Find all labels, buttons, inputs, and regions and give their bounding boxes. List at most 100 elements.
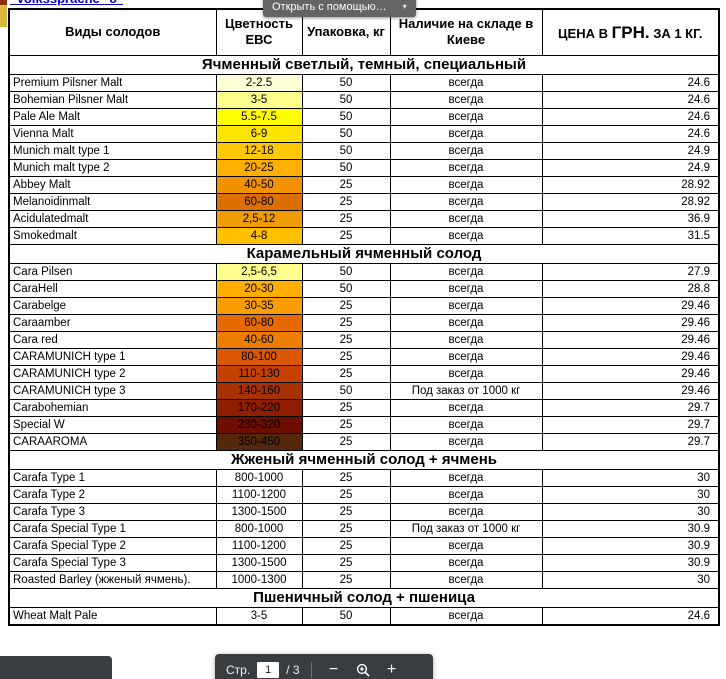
header-price-grn: ГРН.: [611, 22, 650, 42]
table-row: Bohemian Pilsner Malt 3-5 50 всегда 24.6: [8, 90, 720, 109]
malt-name-cell: Cara Pilsen: [8, 262, 217, 281]
table-row: Carafa Special Type 3 1300-1500 25 всегда 30…: [8, 553, 720, 572]
malt-name-cell: Cara red: [8, 330, 217, 349]
zoom-in-button[interactable]: +: [381, 660, 403, 679]
ebc-cell: 1100-1200: [215, 485, 303, 504]
ebc-cell: 280-320: [215, 415, 303, 434]
ebc-cell: 20-25: [215, 158, 303, 177]
price-cell: 29.46: [541, 313, 720, 332]
malt-name-cell: Carafa Special Type 2: [8, 536, 217, 555]
table-row: Roasted Barley (жженый ячмень). 1000-1300…: [8, 570, 720, 589]
malt-name-cell: Bohemian Pilsner Malt: [8, 90, 217, 109]
price-cell: 36.9: [541, 209, 720, 228]
pack-cell: 50: [301, 141, 391, 160]
stock-cell: всегда: [389, 502, 543, 521]
section-header-row: Пшеничный солод + пшеница: [8, 587, 720, 608]
pack-cell: 25: [301, 313, 391, 332]
bottom-left-button[interactable]: [0, 656, 112, 679]
stock-cell: всегда: [389, 73, 543, 92]
page-label: Стр.: [226, 663, 251, 677]
malt-name-cell: CaraHell: [8, 279, 217, 298]
top-link[interactable]: "Volkssprache" 8": [10, 0, 123, 6]
price-cell: 30.9: [541, 536, 720, 555]
table-row: Carafa Special Type 2 1100-1200 25 всегда 30…: [8, 536, 720, 555]
price-cell: 24.6: [541, 73, 720, 92]
malt-name-cell: Carafa Special Type 3: [8, 553, 217, 572]
stock-cell: Под заказ от 1000 кг: [389, 519, 543, 538]
malt-name-cell: Carafa Type 1: [8, 468, 217, 487]
pack-cell: 25: [301, 415, 391, 434]
malt-name-cell: Carafa Special Type 1: [8, 519, 217, 538]
left-edge-strip: [0, 0, 7, 27]
stock-cell: всегда: [389, 570, 543, 589]
ebc-cell: 60-80: [215, 192, 303, 211]
price-cell: 29.7: [541, 432, 720, 451]
toolbar-divider: [310, 662, 312, 678]
chevron-down-icon[interactable]: ▾: [402, 2, 407, 11]
price-cell: 29.46: [541, 381, 720, 400]
header-price-post: ЗА 1 КГ.: [649, 25, 703, 41]
malt-name-cell: Smokedmalt: [8, 226, 217, 245]
table-row: Carafa Type 1 800-1000 25 всегда 30: [8, 468, 720, 487]
zoom-out-button[interactable]: −: [323, 660, 345, 679]
ebc-cell: 2,5-12: [215, 209, 303, 228]
table-row: CARAMUNICH type 1 80-100 25 всегда 29.46: [8, 347, 720, 366]
price-cell: 24.6: [541, 90, 720, 109]
table-row: Carafa Type 2 1100-1200 25 всегда 30: [8, 485, 720, 504]
ebc-cell: 1300-1500: [215, 502, 303, 521]
ebc-cell: 3-5: [215, 90, 303, 109]
open-with-tooltip[interactable]: Открыть с помощью… ▾: [263, 0, 416, 17]
table-row: CaraHell 20-30 50 всегда 28.8: [8, 279, 720, 298]
table-row: CARAMUNICH type 3 140-160 50 Под заказ от 1…: [8, 381, 720, 400]
ebc-cell: 140-160: [215, 381, 303, 400]
pdf-toolbar: Стр. / 3 − +: [215, 654, 433, 679]
table-row: Premium Pilsner Malt 2-2.5 50 всегда 24.6: [8, 73, 720, 92]
malt-name-cell: Special W: [8, 415, 217, 434]
pack-cell: 25: [301, 226, 391, 245]
stock-cell: всегда: [389, 124, 543, 143]
malt-name-cell: Munich malt type 1: [8, 141, 217, 160]
ebc-cell: 60-80: [215, 313, 303, 332]
pack-cell: 50: [301, 124, 391, 143]
pack-cell: 25: [301, 209, 391, 228]
pack-cell: 25: [301, 364, 391, 383]
price-cell: 30.9: [541, 519, 720, 538]
malt-name-cell: CARAAROMA: [8, 432, 217, 451]
ebc-cell: 4-8: [215, 226, 303, 245]
table-row: Vienna Malt 6-9 50 всегда 24.6: [8, 124, 720, 143]
stock-cell: всегда: [389, 432, 543, 451]
table-header-row: Виды солодов Цветность ЕВС Упаковка, кг …: [8, 8, 720, 56]
page-number-input[interactable]: [257, 662, 280, 678]
price-cell: 30: [541, 468, 720, 487]
pack-cell: 25: [301, 570, 391, 589]
header-malt-types: Виды солодов: [8, 8, 217, 56]
table-row: Cara red 40-60 25 всегда 29.46: [8, 330, 720, 349]
pack-cell: 50: [301, 381, 391, 400]
table-row: Carafa Special Type 1 800-1000 25 Под заказ…: [8, 519, 720, 538]
price-cell: 30: [541, 502, 720, 521]
header-price: ЦЕНА В ГРН. ЗА 1 КГ.: [541, 8, 720, 56]
header-ebc-color: Цветность ЕВС: [215, 8, 303, 56]
table-row: Pale Ale Malt 5.5-7.5 50 всегда 24.6: [8, 107, 720, 126]
price-cell: 24.9: [541, 141, 720, 160]
stock-cell: всегда: [389, 364, 543, 383]
table-row: Smokedmalt 4-8 25 всегда 31.5: [8, 226, 720, 245]
zoom-icon[interactable]: [352, 660, 374, 679]
malt-name-cell: Carafa Type 2: [8, 485, 217, 504]
stock-cell: всегда: [389, 141, 543, 160]
malt-name-cell: Acidulatedmalt: [8, 209, 217, 228]
pack-cell: 25: [301, 502, 391, 521]
malt-name-cell: Melanoidinmalt: [8, 192, 217, 211]
table-row: Melanoidinmalt 60-80 25 всегда 28.92: [8, 192, 720, 211]
ebc-cell: 3-5: [215, 606, 303, 625]
malt-name-cell: Wheat Malt Pale: [8, 606, 217, 625]
pack-cell: 25: [301, 485, 391, 504]
table-row: Special W 280-320 25 всегда 29.7: [8, 415, 720, 434]
stock-cell: всегда: [389, 415, 543, 434]
pack-cell: 50: [301, 279, 391, 298]
pack-cell: 25: [301, 192, 391, 211]
ebc-cell: 2,5-6,5: [215, 262, 303, 281]
price-cell: 30: [541, 485, 720, 504]
ebc-cell: 6-9: [215, 124, 303, 143]
header-price-pre: ЦЕНА В: [558, 25, 612, 41]
